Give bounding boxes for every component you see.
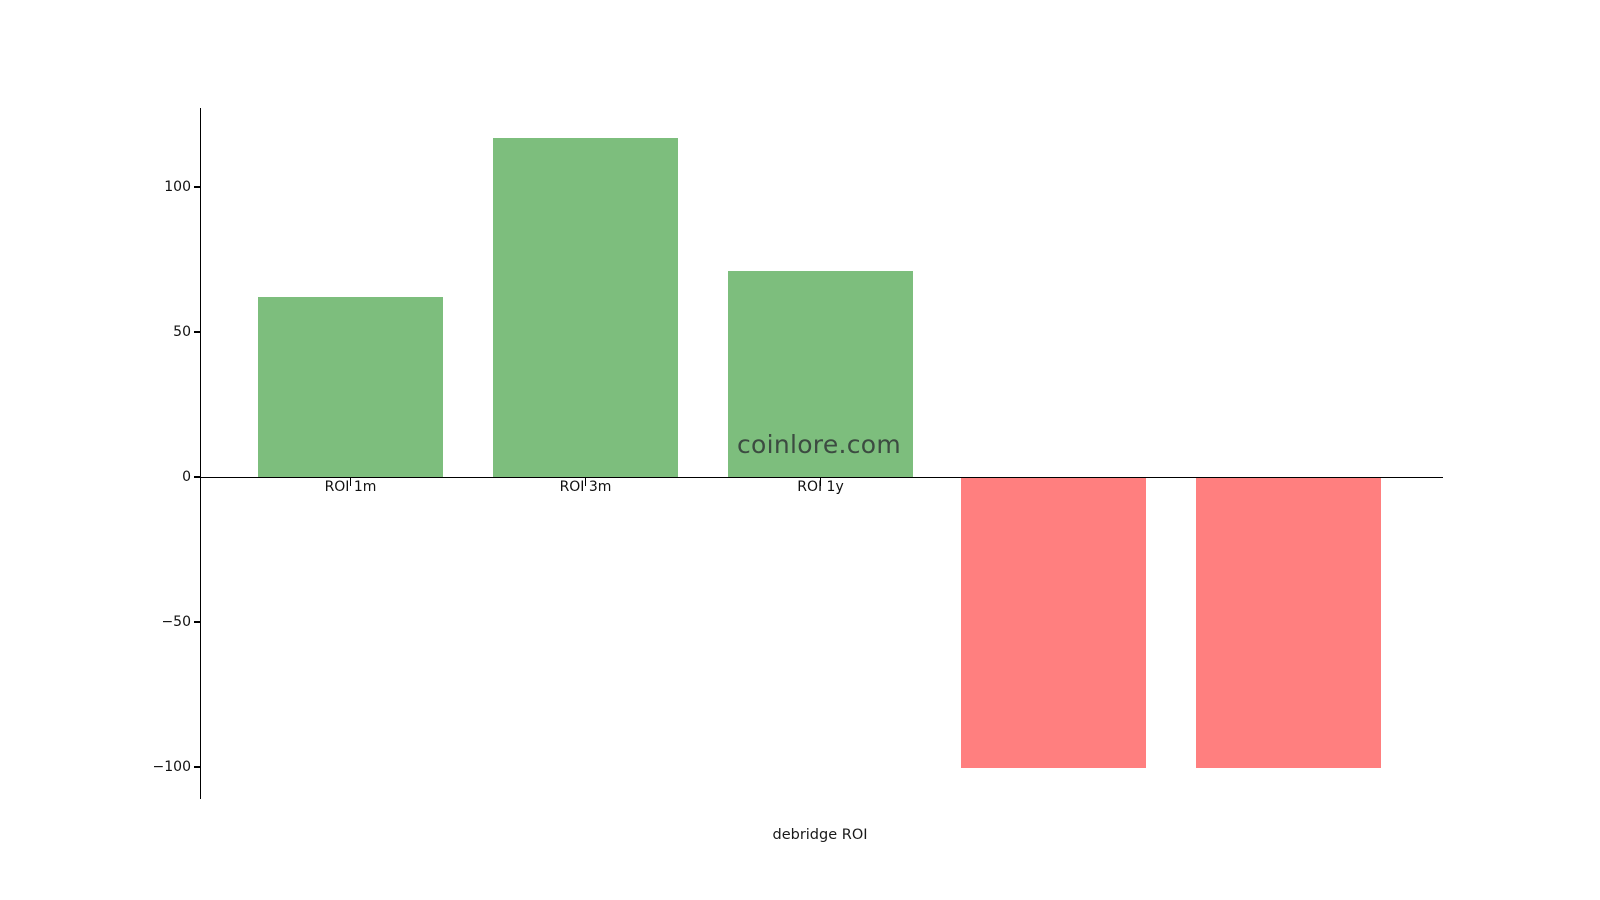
x-tick-mark <box>349 477 352 486</box>
y-tick-mark <box>194 331 200 333</box>
y-tick-mark <box>194 476 200 478</box>
y-tick-mark <box>194 621 200 623</box>
bar-roi-1m <box>258 297 443 477</box>
x-tick-mark <box>819 477 822 486</box>
y-tick-mark <box>194 766 200 768</box>
x-tick-label: ROI 3m <box>559 479 612 495</box>
x-tick-label: ROI 1m <box>324 479 377 495</box>
y-tick-label: −100 <box>152 759 191 775</box>
y-axis-spine <box>200 108 202 799</box>
bar-roi-3m <box>493 137 678 477</box>
watermark-coinlore: coinlore.com <box>736 430 902 459</box>
y-tick-label: 100 <box>164 179 191 195</box>
bar-roi-1y <box>728 271 913 477</box>
y-tick-mark <box>194 186 200 188</box>
x-axis-title: debridge ROI <box>772 827 868 843</box>
y-tick-label: 0 <box>182 469 191 485</box>
x-axis-spine <box>200 477 1443 479</box>
y-tick-label: 50 <box>173 324 191 340</box>
y-tick-label: −50 <box>161 614 191 630</box>
bar-unlabeled-4 <box>961 478 1146 769</box>
x-tick-label: ROI 1y <box>797 479 844 495</box>
x-tick-mark <box>584 477 587 486</box>
bar-unlabeled-5 <box>1196 478 1381 769</box>
